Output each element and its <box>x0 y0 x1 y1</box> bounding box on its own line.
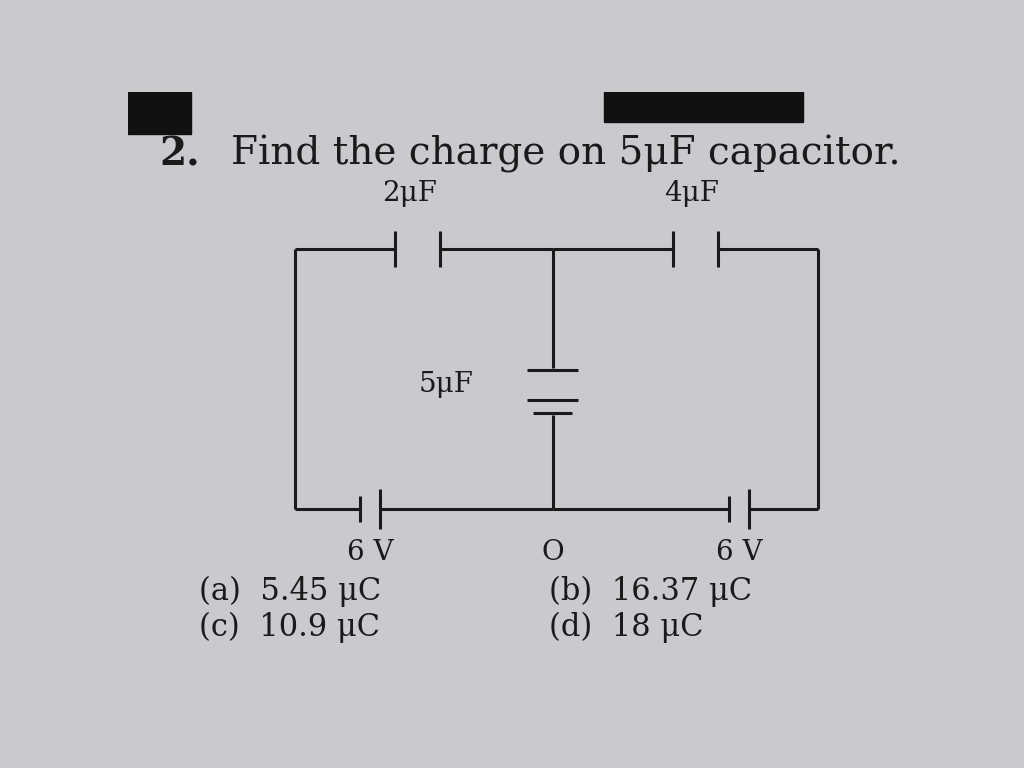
Text: (d)  18 μC: (d) 18 μC <box>549 612 703 643</box>
Text: (a)  5.45 μC: (a) 5.45 μC <box>200 576 382 607</box>
Text: 5μF: 5μF <box>419 372 473 399</box>
Text: 4μF: 4μF <box>664 180 719 207</box>
Text: 2μF: 2μF <box>382 180 437 207</box>
Text: 2.: 2. <box>160 135 201 174</box>
Text: (b)  16.37 μC: (b) 16.37 μC <box>549 576 752 607</box>
Text: 6 V: 6 V <box>347 538 393 566</box>
Text: O: O <box>542 538 564 566</box>
Bar <box>604 92 803 121</box>
Text: (c)  10.9 μC: (c) 10.9 μC <box>200 612 381 643</box>
Text: 6 V: 6 V <box>716 538 763 566</box>
Bar <box>128 92 191 134</box>
Text: Find the charge on 5μF capacitor.: Find the charge on 5μF capacitor. <box>231 135 901 174</box>
